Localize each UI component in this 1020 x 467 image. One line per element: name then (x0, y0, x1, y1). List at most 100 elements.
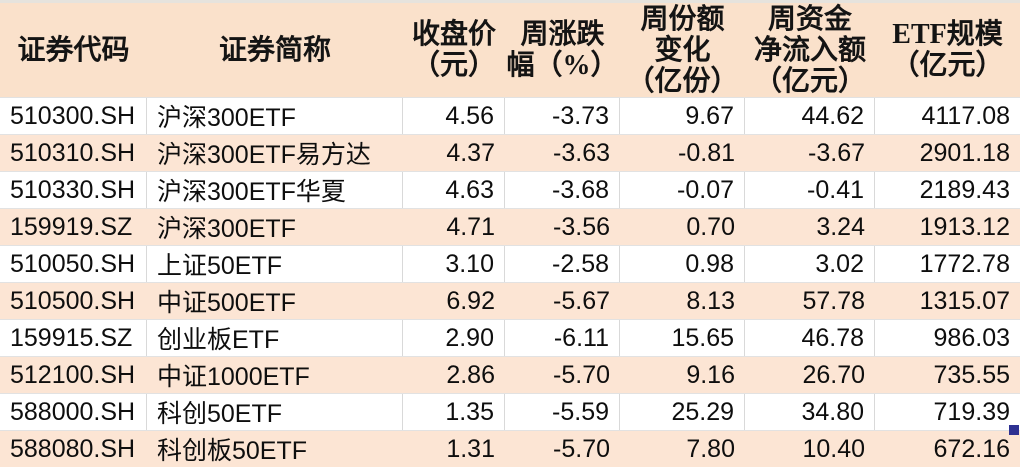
selection-handle[interactable] (1009, 425, 1019, 435)
cell-week-change[interactable]: -3.73 (505, 98, 620, 134)
cell-week-change[interactable]: -2.58 (505, 246, 620, 282)
cell-code[interactable]: 159915.SZ (0, 320, 147, 356)
cell-week-change[interactable]: -6.11 (505, 320, 620, 356)
cell-close[interactable]: 1.35 (403, 394, 505, 430)
cell-share-change[interactable]: 7.80 (686, 434, 735, 463)
cell-name[interactable]: 上证50ETF (147, 246, 403, 282)
header-line: 变化 (654, 34, 711, 66)
cell-close[interactable]: 4.37 (446, 138, 495, 167)
cell-close[interactable]: 6.92 (446, 286, 495, 315)
header-line: 周份额 (640, 3, 725, 35)
cell-code[interactable]: 588000.SH (0, 394, 147, 430)
cell-code[interactable]: 510500.SH (10, 286, 136, 315)
table-row: 510310.SH 沪深300ETF易方达 4.37 -3.63 -0.81 -… (0, 134, 1020, 171)
cell-code[interactable]: 159919.SZ (10, 212, 133, 241)
cell-week-change[interactable]: -5.59 (505, 394, 620, 430)
cell-name[interactable]: 科创板50ETF (157, 437, 308, 465)
header-line: 净流入额 (753, 34, 866, 66)
cell-share-change[interactable]: 9.67 (620, 98, 745, 134)
cell-week-change[interactable]: -3.63 (553, 138, 610, 167)
cell-scale[interactable]: 2901.18 (919, 138, 1010, 167)
table-row: 510500.SH 中证500ETF 6.92 -5.67 8.13 57.78… (0, 282, 1020, 319)
cell-scale[interactable]: 1315.07 (919, 286, 1010, 315)
cell-name[interactable]: 沪深300ETF易方达 (157, 141, 371, 169)
cell-week-change[interactable]: -3.56 (553, 212, 610, 241)
header-line: 证券简称 (218, 34, 331, 66)
header-close-price[interactable]: 收盘价 （元） (403, 3, 505, 97)
cell-net-inflow[interactable]: 26.70 (802, 360, 865, 389)
cell-name[interactable]: 沪深300ETF华夏 (147, 172, 403, 208)
header-code[interactable]: 证券代码 (0, 3, 147, 97)
table-row: 512100.SH 中证1000ETF 2.86 -5.70 9.16 26.7… (0, 356, 1020, 393)
cell-share-change[interactable]: 8.13 (686, 286, 735, 315)
header-line: 收盘价 (411, 19, 496, 50)
cell-net-inflow[interactable]: 3.24 (816, 212, 865, 241)
cell-code[interactable]: 510300.SH (0, 98, 147, 134)
header-line: 证券代码 (17, 34, 130, 66)
cell-net-inflow[interactable]: -0.41 (745, 172, 875, 208)
table-row: 510330.SH 沪深300ETF华夏 4.63 -3.68 -0.07 -0… (0, 171, 1020, 208)
cell-week-change[interactable]: -3.68 (505, 172, 620, 208)
header-etf-scale[interactable]: ETF规模 （亿元） (875, 3, 1020, 97)
header-line: （亿份） (626, 65, 739, 97)
cell-week-change[interactable]: -5.70 (553, 434, 610, 463)
cell-close[interactable]: 2.86 (446, 360, 495, 389)
header-line: （元） (411, 50, 496, 81)
cell-close[interactable]: 4.63 (403, 172, 505, 208)
cell-net-inflow[interactable]: 3.02 (745, 246, 875, 282)
cell-scale[interactable]: 1772.78 (919, 249, 1010, 278)
header-week-change[interactable]: 周涨跌 幅（%） (505, 3, 620, 97)
table-row: 588000.SH 科创50ETF 1.35 -5.59 25.29 34.80… (0, 393, 1020, 430)
cell-code[interactable]: 510310.SH (10, 138, 136, 167)
cell-scale[interactable]: 735.55 (933, 360, 1010, 389)
header-net-inflow[interactable]: 周资金 净流入额 （亿元） (745, 3, 875, 97)
cell-net-inflow[interactable]: 34.80 (745, 394, 875, 430)
cell-close[interactable]: 1.31 (446, 434, 495, 463)
cell-scale[interactable]: 672.16 (933, 434, 1010, 463)
cell-name[interactable]: 沪深300ETF (147, 98, 403, 134)
cell-share-change[interactable]: -0.07 (620, 172, 745, 208)
cell-scale[interactable]: 2189.43 (919, 175, 1010, 204)
cell-share-change[interactable]: 15.65 (620, 320, 745, 356)
cell-close[interactable]: 4.71 (446, 212, 495, 241)
cell-code[interactable]: 588080.SH (10, 434, 136, 463)
cell-scale[interactable]: 986.03 (933, 323, 1010, 352)
header-share-change[interactable]: 周份额 变化 （亿份） (620, 3, 745, 97)
cell-name[interactable]: 沪深300ETF (157, 215, 296, 243)
cell-net-inflow[interactable]: 10.40 (802, 434, 865, 463)
cell-close[interactable]: 2.90 (403, 320, 505, 356)
cell-name[interactable]: 科创50ETF (147, 394, 403, 430)
cell-code[interactable]: 510050.SH (0, 246, 147, 282)
cell-share-change[interactable]: 0.98 (620, 246, 745, 282)
cell-scale[interactable]: 719.39 (933, 397, 1010, 426)
cell-week-change[interactable]: -5.70 (553, 360, 610, 389)
cell-code[interactable]: 510330.SH (0, 172, 147, 208)
header-name[interactable]: 证券简称 (147, 3, 403, 97)
cell-net-inflow[interactable]: 44.62 (745, 98, 875, 134)
cell-share-change[interactable]: 9.16 (686, 360, 735, 389)
cell-code[interactable]: 512100.SH (10, 360, 136, 389)
cell-close[interactable]: 4.56 (403, 98, 505, 134)
cell-close[interactable]: 3.10 (403, 246, 505, 282)
cell-share-change[interactable]: -0.81 (678, 138, 735, 167)
cell-week-change[interactable]: -5.67 (553, 286, 610, 315)
header-line: ETF规模 (892, 19, 1003, 50)
cell-scale[interactable]: 1913.12 (919, 212, 1010, 241)
cell-share-change[interactable]: 25.29 (620, 394, 745, 430)
cell-net-inflow[interactable]: 46.78 (745, 320, 875, 356)
cell-name[interactable]: 中证500ETF (157, 289, 296, 317)
header-line: 周涨跌 (520, 19, 605, 50)
table-header: 证券代码 证券简称 收盘价 （元） 周涨跌 幅（%） 周份额 变化 （亿份） 周… (0, 3, 1020, 97)
cell-scale[interactable]: 4117.08 (921, 101, 1010, 130)
cell-net-inflow[interactable]: -3.67 (808, 138, 865, 167)
header-line: （亿元） (891, 50, 1004, 81)
table-row: 510050.SH 上证50ETF 3.10 -2.58 0.98 3.02 1… (0, 245, 1020, 282)
header-line: 周资金 (767, 3, 852, 35)
cell-net-inflow[interactable]: 57.78 (802, 286, 865, 315)
header-line: 幅（%） (506, 50, 619, 81)
cell-name[interactable]: 中证1000ETF (157, 363, 310, 391)
cell-name[interactable]: 创业板ETF (147, 320, 403, 356)
cell-share-change[interactable]: 0.70 (686, 212, 735, 241)
table-row: 588080.SH 科创板50ETF 1.31 -5.70 7.80 10.40… (0, 430, 1020, 467)
